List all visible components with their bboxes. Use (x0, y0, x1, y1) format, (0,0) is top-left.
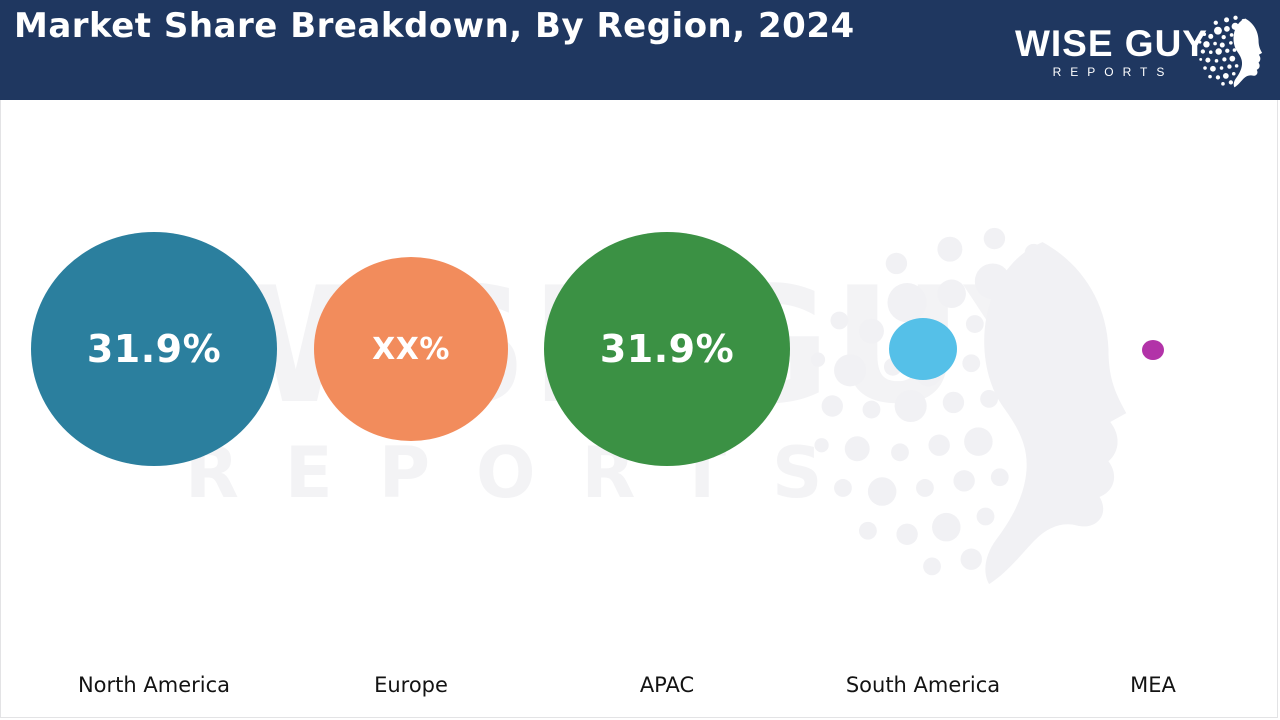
category-label-apac: APAC (639, 673, 695, 697)
bubble-south-america (889, 318, 957, 380)
page-title: Market Share Breakdown, By Region, 2024 (14, 6, 855, 46)
brand-tagline: REPORTS (1052, 64, 1174, 79)
bubble-apac: 31.9% (544, 232, 790, 466)
category-label-south-america: South America (845, 673, 1001, 697)
bubble-north-america: 31.9% (31, 232, 277, 466)
brand-logo-text: WISE GUY REPORTS (1015, 25, 1208, 79)
bubble-chart: WISE GUY REPORTS 31.9%North AmericaXX%Eu… (0, 100, 1278, 718)
category-label-europe: Europe (374, 673, 448, 697)
bubble-value: XX% (372, 331, 450, 367)
category-label-north-america: North America (77, 673, 231, 697)
category-label-mea: MEA (1130, 673, 1176, 697)
bubble-mea (1142, 340, 1164, 360)
watermark-head-icon (810, 227, 1127, 585)
bubble-value: 31.9% (86, 327, 222, 371)
brand-name: WISE GUY (1014, 22, 1208, 64)
bubble-europe: XX% (314, 257, 508, 441)
header: Market Share Breakdown, By Region, 2024 … (0, 0, 1280, 100)
brand-head-icon (1198, 15, 1263, 88)
brand-logo: WISE GUY REPORTS (1015, 12, 1264, 91)
watermark-tagline-text: REPORTS (185, 432, 869, 514)
bubble-value: 31.9% (599, 327, 735, 371)
